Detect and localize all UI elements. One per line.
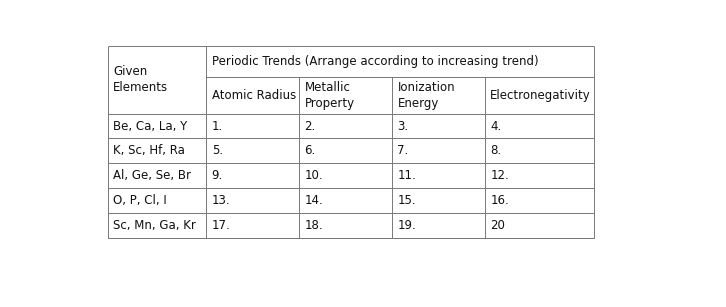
Text: Periodic Trends (Arrange according to increasing trend): Periodic Trends (Arrange according to in… [212,55,539,68]
Text: Be, Ca, La, Y: Be, Ca, La, Y [113,120,187,133]
Text: O, P, Cl, I: O, P, Cl, I [113,194,167,207]
Text: 3.: 3. [397,120,409,133]
Text: 4.: 4. [490,120,502,133]
Text: Electronegativity: Electronegativity [490,89,591,102]
Text: 12.: 12. [490,169,509,182]
Text: Ionization
Energy: Ionization Energy [397,81,455,110]
Text: 18.: 18. [305,219,323,232]
Text: 16.: 16. [490,194,509,207]
Text: 2.: 2. [305,120,316,133]
Text: 15.: 15. [397,194,416,207]
Text: 11.: 11. [397,169,416,182]
Text: 1.: 1. [212,120,223,133]
Text: 13.: 13. [212,194,230,207]
Text: Al, Ge, Se, Br: Al, Ge, Se, Br [113,169,191,182]
Text: 10.: 10. [305,169,323,182]
Text: 14.: 14. [305,194,323,207]
Text: 19.: 19. [397,219,416,232]
Text: K, Sc, Hf, Ra: K, Sc, Hf, Ra [113,144,185,157]
Text: 5.: 5. [212,144,223,157]
Text: Metallic
Property: Metallic Property [305,81,355,110]
Text: 7.: 7. [397,144,409,157]
Text: 20: 20 [490,219,505,232]
Text: Atomic Radius: Atomic Radius [212,89,296,102]
Text: Given
Elements: Given Elements [113,65,168,95]
Text: 17.: 17. [212,219,230,232]
Text: Sc, Mn, Ga, Kr: Sc, Mn, Ga, Kr [113,219,196,232]
Text: 9.: 9. [212,169,223,182]
Text: 6.: 6. [305,144,316,157]
Text: 8.: 8. [490,144,502,157]
